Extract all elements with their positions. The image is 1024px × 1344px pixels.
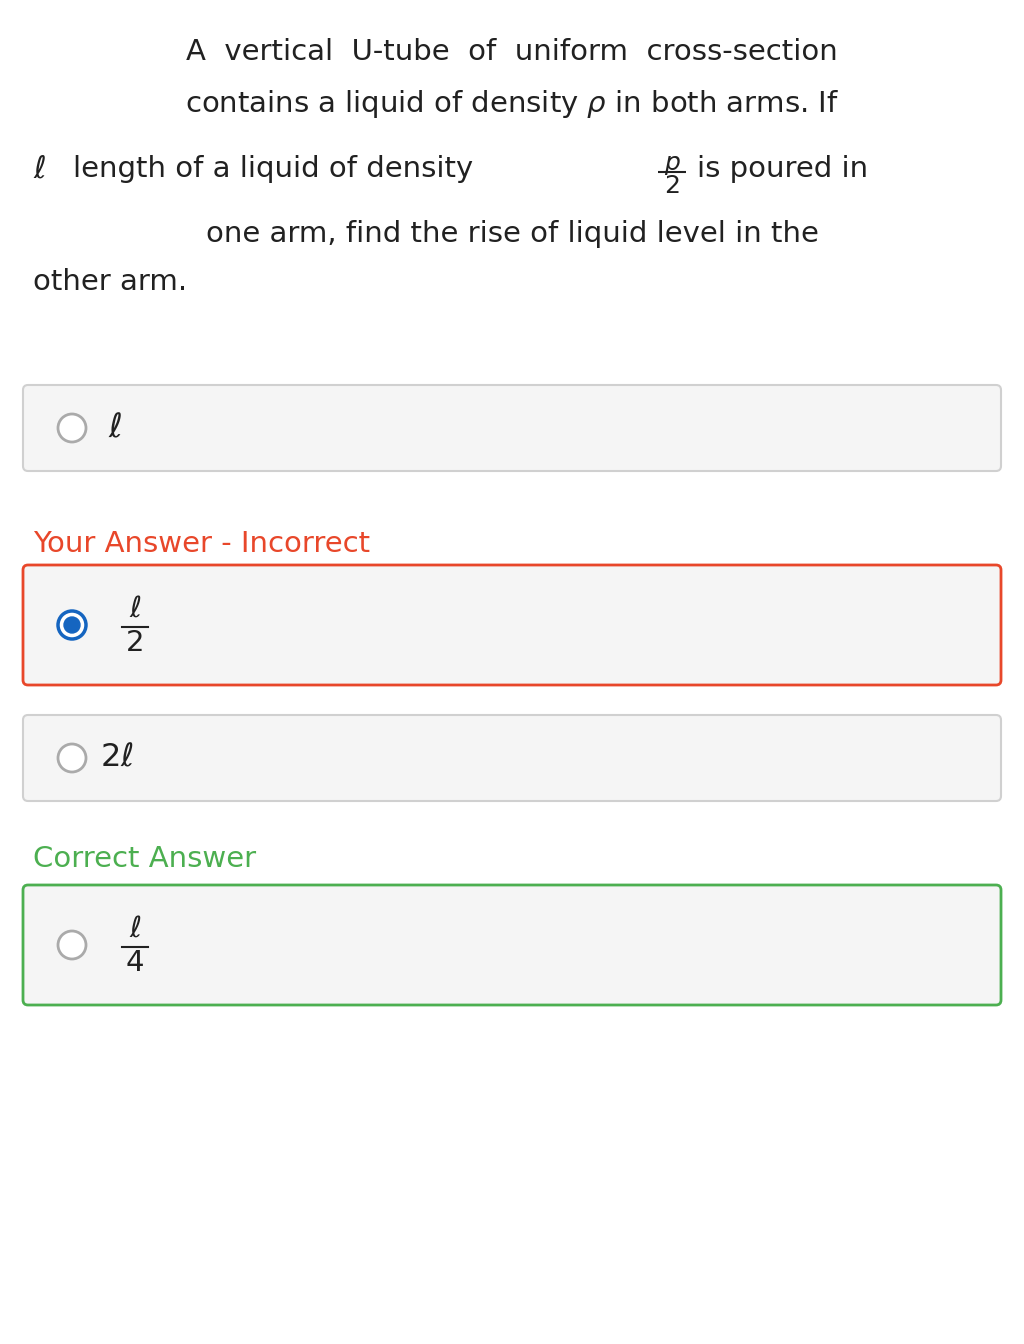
Circle shape	[63, 617, 80, 633]
Text: A  vertical  U-tube  of  uniform  cross-section: A vertical U-tube of uniform cross-secti…	[186, 38, 838, 66]
Circle shape	[58, 414, 86, 442]
FancyBboxPatch shape	[23, 564, 1001, 685]
Text: Correct Answer: Correct Answer	[33, 845, 256, 874]
FancyBboxPatch shape	[23, 884, 1001, 1005]
Text: 2: 2	[126, 629, 144, 657]
Text: 2: 2	[664, 173, 680, 198]
Text: length of a liquid of density: length of a liquid of density	[73, 155, 473, 183]
Text: $\it{\ell}$: $\it{\ell}$	[129, 915, 141, 943]
Circle shape	[58, 931, 86, 960]
Circle shape	[58, 612, 86, 638]
Text: p: p	[664, 151, 680, 175]
Text: $\it{\ell}$: $\it{\ell}$	[108, 411, 122, 445]
Text: 2$\it{\ell}$: 2$\it{\ell}$	[100, 742, 133, 774]
Circle shape	[58, 745, 86, 771]
Text: 4: 4	[126, 949, 144, 977]
FancyBboxPatch shape	[23, 715, 1001, 801]
Text: other arm.: other arm.	[33, 267, 187, 296]
Text: contains a liquid of density $\rho$ in both arms. If: contains a liquid of density $\rho$ in b…	[185, 87, 839, 120]
Text: $\it{\ell}$: $\it{\ell}$	[129, 595, 141, 624]
FancyBboxPatch shape	[23, 384, 1001, 470]
Text: is poured in: is poured in	[697, 155, 868, 183]
Text: one arm, find the rise of liquid level in the: one arm, find the rise of liquid level i…	[206, 220, 818, 249]
Text: Your Answer - Incorrect: Your Answer - Incorrect	[33, 530, 370, 558]
Text: $\it{\ell}$: $\it{\ell}$	[33, 155, 46, 184]
